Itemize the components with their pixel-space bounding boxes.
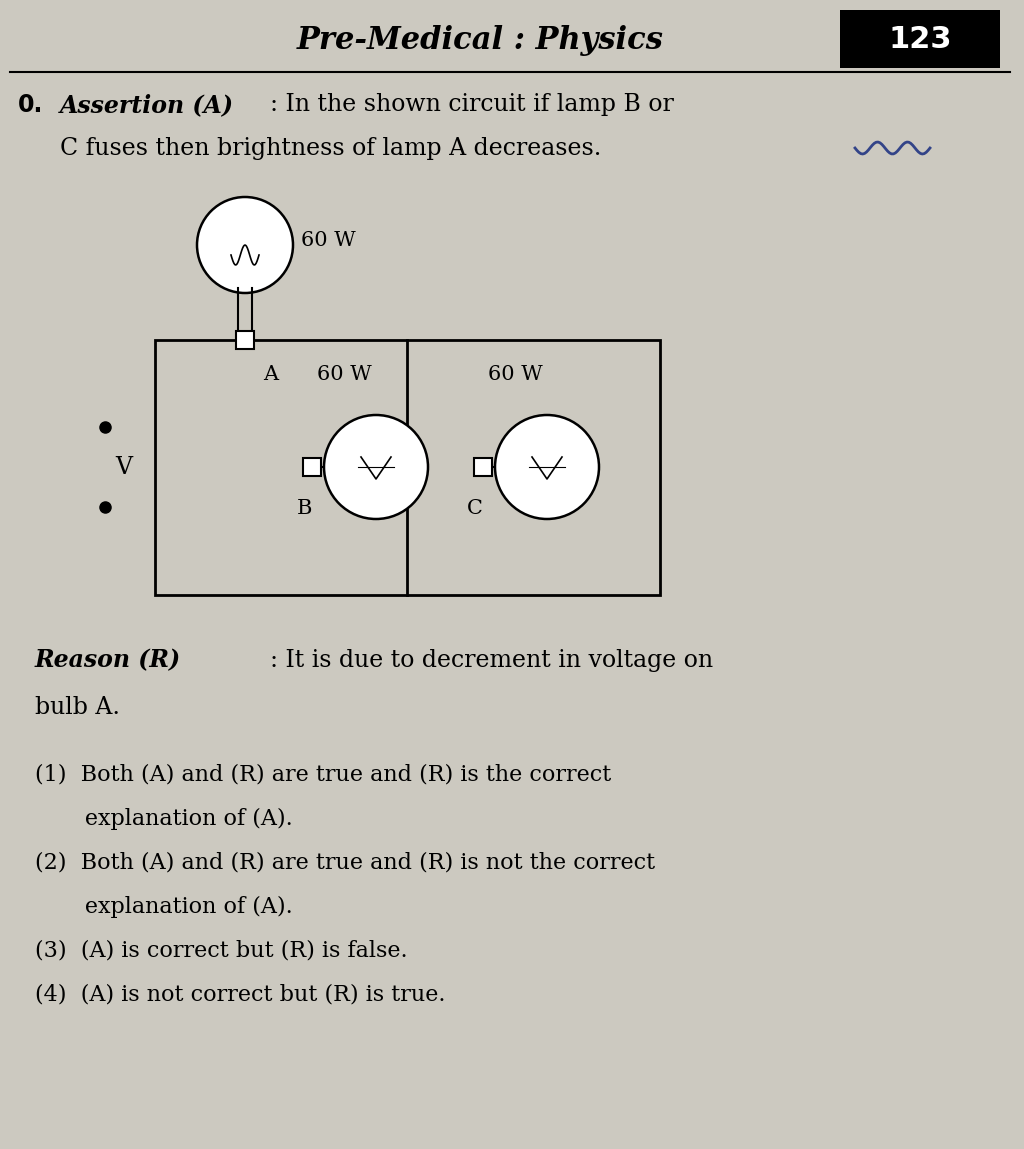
- Bar: [303, 458, 321, 476]
- Circle shape: [495, 415, 599, 519]
- Text: bulb A.: bulb A.: [35, 696, 120, 719]
- Text: 60 W: 60 W: [317, 365, 372, 385]
- Text: V: V: [115, 455, 132, 478]
- Text: 0.: 0.: [18, 93, 43, 117]
- Text: 123: 123: [888, 25, 951, 54]
- Bar: [474, 458, 492, 476]
- Text: Assertion (A): Assertion (A): [60, 93, 234, 117]
- Text: C: C: [467, 500, 483, 518]
- Text: 60 W: 60 W: [301, 231, 355, 249]
- Text: : It is due to decrement in voltage on: : It is due to decrement in voltage on: [270, 648, 713, 671]
- Text: Reason (R): Reason (R): [35, 648, 181, 672]
- Text: A: A: [263, 365, 279, 385]
- Text: Pre-Medical : Physics: Pre-Medical : Physics: [297, 24, 664, 55]
- Text: (2)  Both (A) and (R) are true and (R) is not the correct: (2) Both (A) and (R) are true and (R) is…: [35, 853, 655, 874]
- Text: 60 W: 60 W: [488, 365, 543, 385]
- Circle shape: [197, 196, 293, 293]
- Bar: [236, 331, 254, 349]
- Text: : In the shown circuit if lamp B or: : In the shown circuit if lamp B or: [270, 93, 674, 116]
- Text: (1)  Both (A) and (R) are true and (R) is the correct: (1) Both (A) and (R) are true and (R) is…: [35, 764, 611, 786]
- Text: B: B: [296, 500, 311, 518]
- Text: (3)  (A) is correct but (R) is false.: (3) (A) is correct but (R) is false.: [35, 940, 408, 962]
- Circle shape: [324, 415, 428, 519]
- Text: explanation of (A).: explanation of (A).: [35, 896, 293, 918]
- Text: C fuses then brightness of lamp A decreases.: C fuses then brightness of lamp A decrea…: [60, 137, 601, 160]
- Bar: [155, 340, 660, 595]
- Bar: [840, 10, 1000, 68]
- Text: explanation of (A).: explanation of (A).: [35, 808, 293, 830]
- Text: (4)  (A) is not correct but (R) is true.: (4) (A) is not correct but (R) is true.: [35, 984, 445, 1007]
